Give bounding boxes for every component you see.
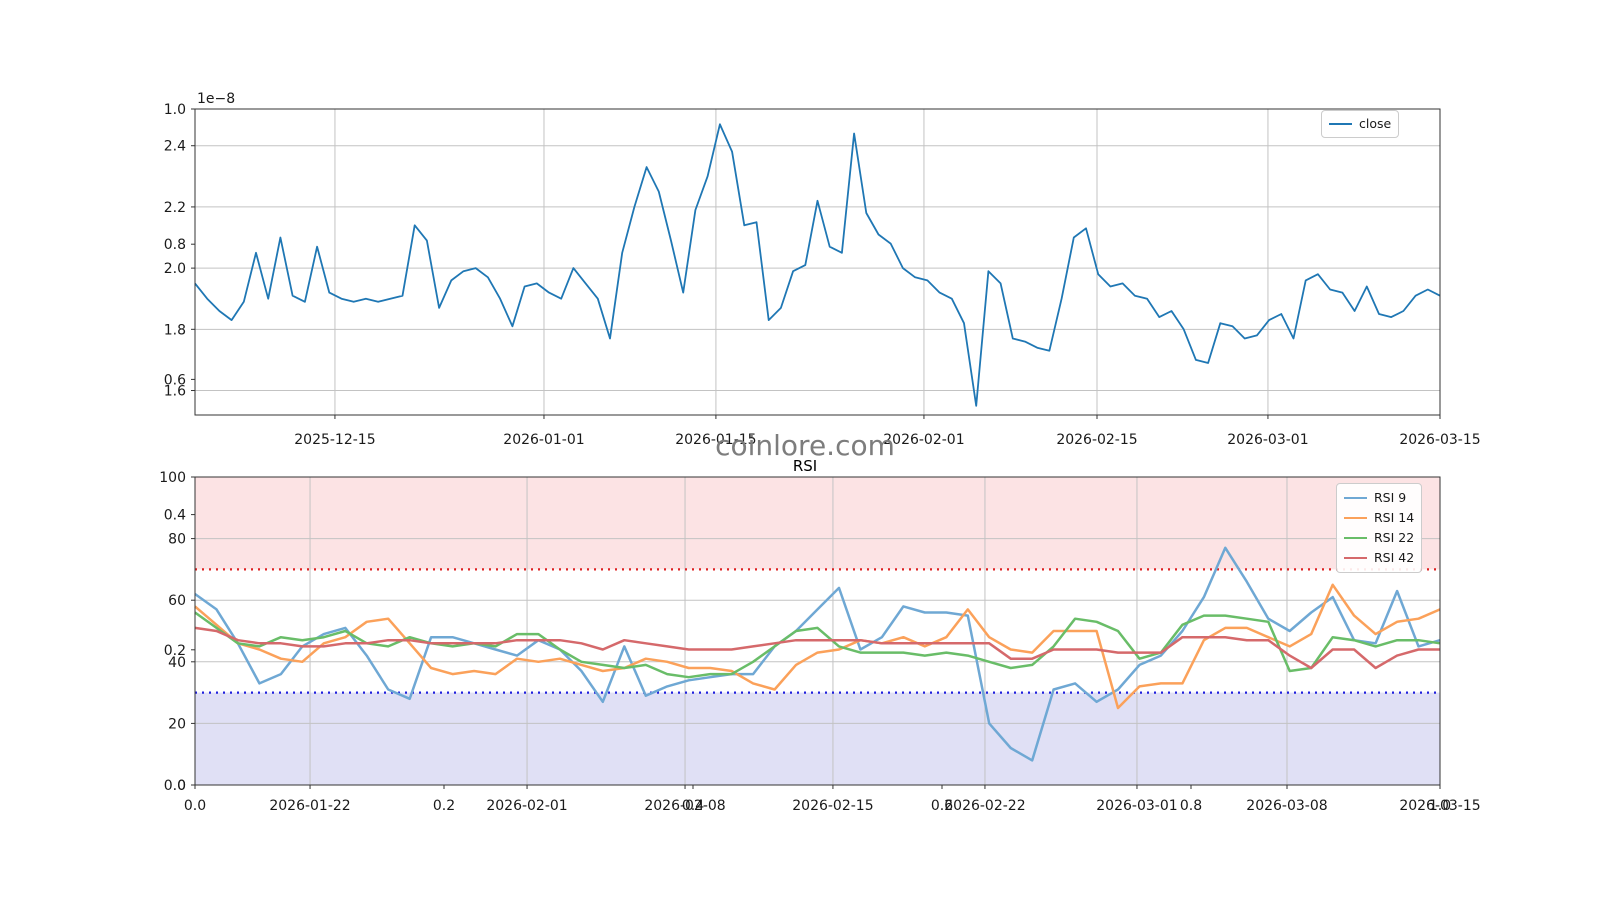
y-tick-label: 60 xyxy=(168,593,186,609)
legend-item-rsi9: RSI 9 xyxy=(1344,488,1414,508)
phantom-axis: 1.0 0.8 0.6 0.4 0.2 0.0 0.0 0.2 0.4 0.6 0.8 1.0 xyxy=(164,102,1451,814)
phantom-y-tick-label: 0.0 xyxy=(164,778,186,794)
price-chart: 2025-12-15 2026-01-01 2026-01-15 2026-02-01… xyxy=(164,108,1481,448)
y-tick-label: 80 xyxy=(168,532,186,548)
rsi42-legend-label: RSI 42 xyxy=(1374,550,1415,565)
close-legend: close xyxy=(1321,110,1400,138)
rsi22-legend-label: RSI 22 xyxy=(1374,530,1415,545)
x-tick-label: 2026-02-01 xyxy=(486,798,567,814)
rsi14-line xyxy=(194,583,1441,710)
phantom-y-tick-label: 0.6 xyxy=(164,372,186,388)
close-legend-label: close xyxy=(1359,116,1392,131)
phantom-y-tick-label: 1.0 xyxy=(164,102,186,118)
x-tick-label: 2026-01-15 xyxy=(675,432,756,448)
y-tick-label: 1.6 xyxy=(164,384,186,400)
rsi-chart: 2026-01-22 2026-02-01 2026-02-08 2026-02-15… xyxy=(159,470,1480,814)
rsi14-legend-label: RSI 14 xyxy=(1374,510,1415,525)
x-tick-label: 2026-02-08 xyxy=(644,798,725,814)
oversold-band xyxy=(195,692,1440,785)
legend-item-rsi42: RSI 42 xyxy=(1344,548,1414,568)
phantom-y-tick-label: 0.4 xyxy=(164,508,186,524)
phantom-x-tick-label: 1.0 xyxy=(1429,798,1451,814)
rsi22-line-swatch xyxy=(1344,537,1367,539)
rsi42-line xyxy=(194,626,1440,670)
close-price-line xyxy=(194,123,1441,407)
y-tick-label: 2.2 xyxy=(164,200,186,216)
phantom-x-tick-label: 0.2 xyxy=(433,798,455,814)
x-tick-label: 2026-03-15 xyxy=(1399,432,1480,448)
x-tick-label: 2026-03-08 xyxy=(1246,798,1327,814)
rsi42-line-swatch xyxy=(1344,557,1367,559)
y-tick-label: 2.4 xyxy=(164,139,186,155)
x-tick-label: 2026-02-01 xyxy=(883,432,964,448)
x-tick-label: 2026-01-22 xyxy=(269,798,350,814)
y-tick-label: 0 xyxy=(177,778,186,794)
y-tick-label: 100 xyxy=(159,470,186,486)
legend-item-rsi14: RSI 14 xyxy=(1344,508,1414,528)
x-tick-label: 2026-02-15 xyxy=(792,798,873,814)
legend-item-close: close xyxy=(1329,115,1391,133)
x-tick-label: 2026-03-01 xyxy=(1227,432,1308,448)
overbought-band xyxy=(195,477,1440,570)
close-line-swatch xyxy=(1329,123,1352,125)
phantom-y-tick-label: 0.8 xyxy=(164,237,186,253)
y-tick-label: 2.0 xyxy=(164,261,186,277)
x-tick-label: 2026-03-01 xyxy=(1096,798,1177,814)
phantom-x-tick-label: 0.6 xyxy=(931,798,953,814)
phantom-x-tick-label: 0.8 xyxy=(1180,798,1202,814)
rsi-plot-border xyxy=(194,476,1441,786)
legend-item-rsi22: RSI 22 xyxy=(1344,528,1414,548)
y-tick-label: 40 xyxy=(168,655,186,671)
phantom-y-tick-label: 0.2 xyxy=(164,643,186,659)
price-plot-border xyxy=(194,108,1441,416)
rsi-legend: RSI 9 RSI 14 RSI 22 RSI 42 xyxy=(1336,483,1423,573)
x-tick-label: 2025-12-15 xyxy=(294,432,375,448)
x-tick-label: 2026-03-15 xyxy=(1399,798,1480,814)
rsi-chart-title: RSI xyxy=(793,457,817,475)
watermark: coinlore.com xyxy=(715,429,895,462)
y-axis-offset-label: 1e−8 xyxy=(197,91,235,107)
phantom-x-tick-label: 0.0 xyxy=(184,798,206,814)
y-tick-label: 20 xyxy=(168,716,186,732)
rsi22-line xyxy=(194,611,1441,679)
rsi14-line-swatch xyxy=(1344,517,1367,519)
phantom-x-tick-label: 0.4 xyxy=(682,798,704,814)
rsi9-line xyxy=(194,546,1441,762)
x-tick-label: 2026-02-22 xyxy=(944,798,1025,814)
x-tick-label: 2026-01-01 xyxy=(503,432,584,448)
x-tick-label: 2026-02-15 xyxy=(1056,432,1137,448)
y-tick-label: 1.8 xyxy=(164,322,186,338)
rsi9-line-swatch xyxy=(1344,497,1367,499)
rsi9-legend-label: RSI 9 xyxy=(1374,490,1407,505)
